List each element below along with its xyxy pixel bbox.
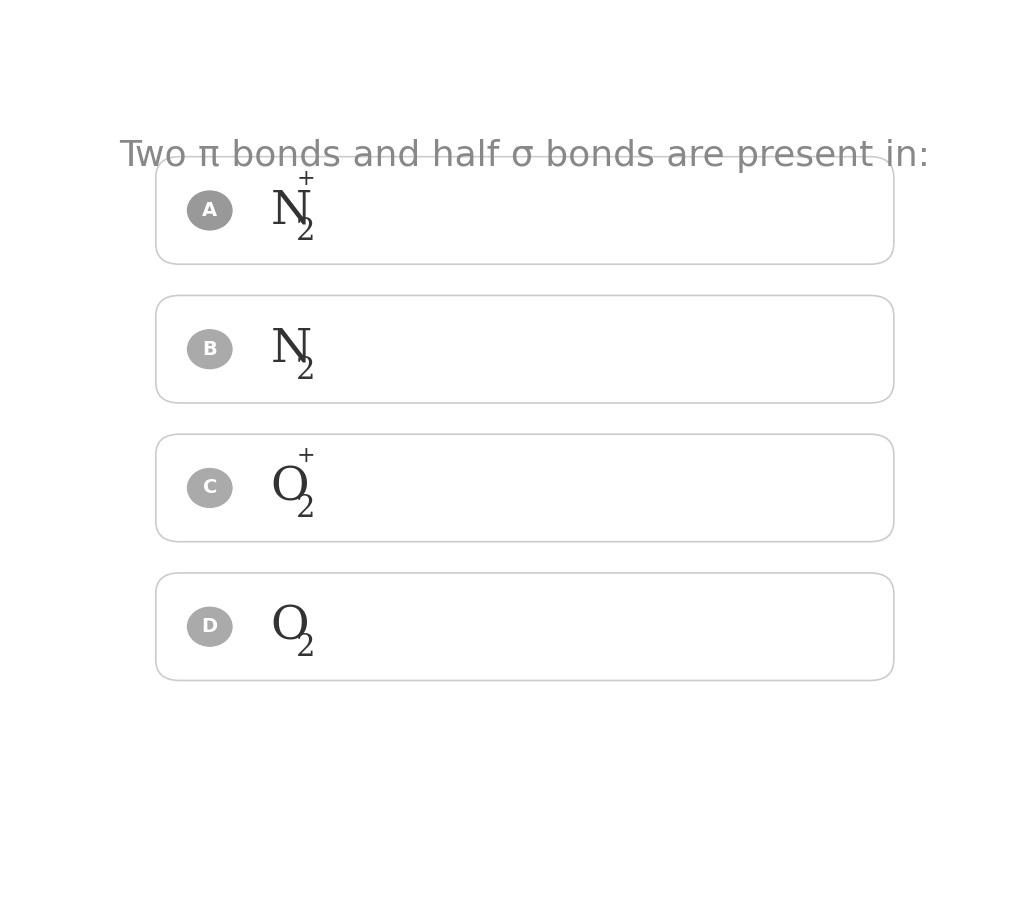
Text: N: N — [270, 187, 312, 233]
Text: 2: 2 — [296, 215, 315, 247]
Text: Two π bonds and half σ bonds are present in:: Two π bonds and half σ bonds are present… — [120, 140, 930, 173]
Circle shape — [187, 330, 232, 369]
Text: D: D — [202, 617, 218, 636]
Circle shape — [187, 191, 232, 230]
FancyBboxPatch shape — [156, 434, 894, 542]
FancyBboxPatch shape — [156, 296, 894, 403]
Text: B: B — [203, 340, 217, 359]
Circle shape — [187, 469, 232, 507]
Text: A: A — [202, 201, 217, 220]
Text: C: C — [203, 478, 217, 497]
Text: +: + — [296, 168, 314, 189]
FancyBboxPatch shape — [156, 573, 894, 680]
Text: 2: 2 — [296, 493, 315, 524]
Text: +: + — [296, 445, 314, 467]
Text: 2: 2 — [296, 354, 315, 386]
FancyBboxPatch shape — [156, 157, 894, 264]
Text: O: O — [270, 604, 309, 650]
Text: 2: 2 — [296, 632, 315, 663]
Text: N: N — [270, 326, 312, 372]
Text: O: O — [270, 465, 309, 511]
Circle shape — [187, 607, 232, 646]
